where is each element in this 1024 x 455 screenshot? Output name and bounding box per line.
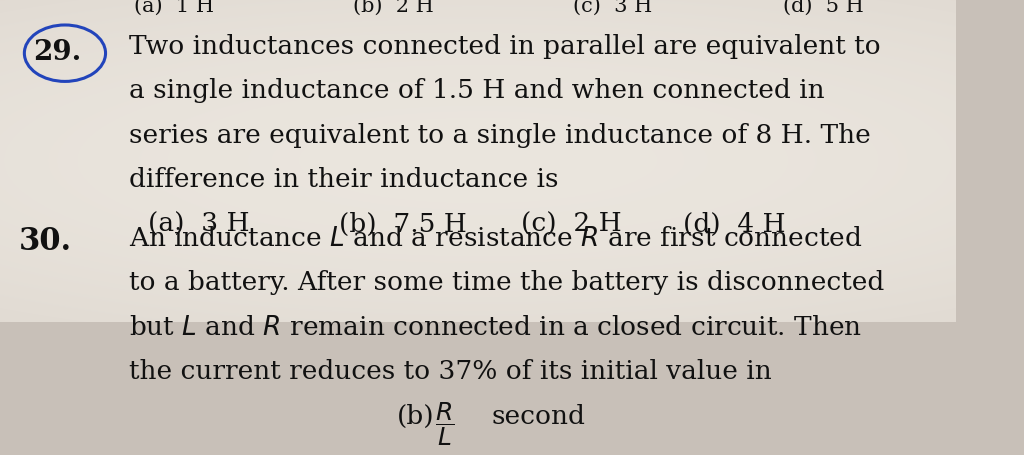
Text: (b)  2 H: (b) 2 H [353, 0, 434, 16]
Text: difference in their inductance is: difference in their inductance is [129, 167, 558, 192]
Text: (b)  7.5 H: (b) 7.5 H [339, 212, 467, 237]
Text: (a)  3 H: (a) 3 H [148, 212, 250, 237]
Text: series are equivalent to a single inductance of 8 H. The: series are equivalent to a single induct… [129, 123, 870, 148]
Text: (c)  2 H: (c) 2 H [520, 212, 622, 237]
Text: (c)  3 H: (c) 3 H [573, 0, 652, 16]
Text: An inductance $\mathit{L}$ and a resistance $\mathit{R}$ are first connected: An inductance $\mathit{L}$ and a resista… [129, 226, 862, 251]
Text: the current reduces to 37% of its initial value in: the current reduces to 37% of its initia… [129, 359, 772, 384]
Text: Two inductances connected in parallel are equivalent to: Two inductances connected in parallel ar… [129, 34, 881, 59]
Text: a single inductance of 1.5 H and when connected in: a single inductance of 1.5 H and when co… [129, 78, 824, 103]
Text: (d)  5 H: (d) 5 H [783, 0, 864, 16]
Text: 30.: 30. [19, 226, 73, 257]
Text: 29.: 29. [34, 39, 82, 66]
Text: (b): (b) [396, 404, 434, 429]
Text: (a)  1 H: (a) 1 H [134, 0, 214, 16]
Text: second: second [492, 404, 586, 429]
Text: but $\mathit{L}$ and $\mathit{R}$ remain connected in a closed circuit. Then: but $\mathit{L}$ and $\mathit{R}$ remain… [129, 315, 862, 340]
Text: (d)  4 H: (d) 4 H [683, 212, 785, 237]
Text: to a battery. After some time the battery is disconnected: to a battery. After some time the batter… [129, 270, 884, 295]
Text: $\dfrac{R}{L}$: $\dfrac{R}{L}$ [434, 400, 454, 448]
